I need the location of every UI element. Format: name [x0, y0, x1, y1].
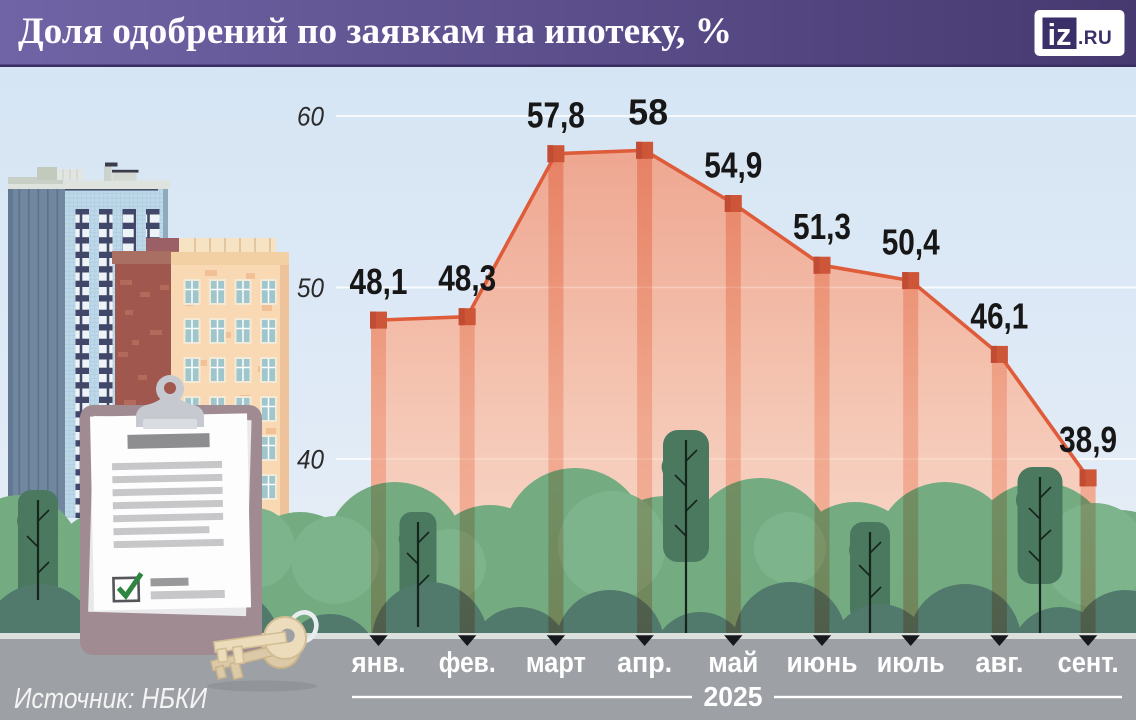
- svg-text:58: 58: [628, 91, 668, 132]
- svg-text:янв.: янв.: [351, 647, 406, 679]
- svg-text:май: май: [708, 647, 758, 679]
- svg-text:48,3: 48,3: [438, 258, 496, 299]
- svg-text:июль: июль: [877, 647, 945, 679]
- svg-text:51,3: 51,3: [793, 206, 851, 247]
- svg-text:апр.: апр.: [617, 647, 672, 679]
- svg-text:40: 40: [297, 445, 324, 475]
- svg-text:54,9: 54,9: [704, 145, 762, 186]
- svg-text:фев.: фев.: [439, 647, 496, 679]
- svg-text:сент.: сент.: [1058, 647, 1119, 679]
- svg-text:60: 60: [297, 102, 324, 132]
- svg-text:57,8: 57,8: [527, 95, 585, 136]
- svg-text:48,1: 48,1: [350, 261, 408, 302]
- svg-text:.RU: .RU: [1078, 28, 1112, 49]
- svg-text:iz: iz: [1047, 17, 1071, 52]
- svg-text:46,1: 46,1: [970, 295, 1028, 336]
- svg-text:Источник: НБКИ: Источник: НБКИ: [14, 683, 207, 715]
- svg-text:38,9: 38,9: [1059, 419, 1117, 460]
- svg-text:2025: 2025: [704, 681, 763, 712]
- svg-text:авг.: авг.: [975, 647, 1023, 679]
- svg-text:март: март: [526, 647, 586, 679]
- svg-text:июнь: июнь: [787, 647, 858, 679]
- svg-text:Доля одобрений по заявкам на и: Доля одобрений по заявкам на ипотеку, %: [18, 11, 732, 52]
- svg-text:50,4: 50,4: [882, 222, 940, 263]
- svg-text:50: 50: [297, 273, 324, 303]
